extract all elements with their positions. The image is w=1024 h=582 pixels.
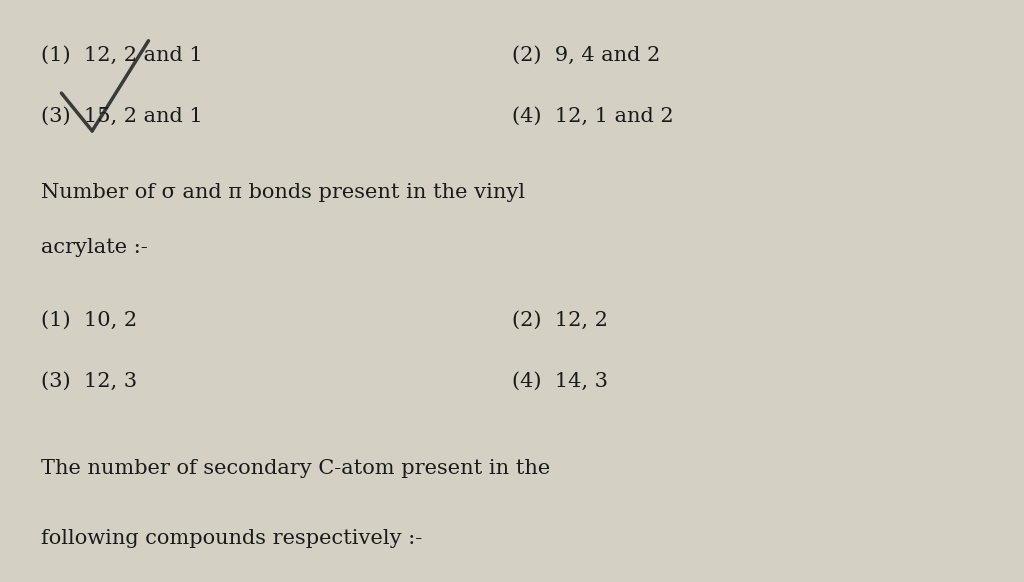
Text: (4)  14, 3: (4) 14, 3 [512,372,608,391]
Text: (2)  12, 2: (2) 12, 2 [512,311,608,330]
Text: The number of secondary C-atom present in the: The number of secondary C-atom present i… [41,459,550,478]
Text: (1)  10, 2: (1) 10, 2 [41,311,137,330]
Text: (2)  9, 4 and 2: (2) 9, 4 and 2 [512,46,660,65]
Text: Number of σ and π bonds present in the vinyl: Number of σ and π bonds present in the v… [41,183,525,202]
Text: (4)  12, 1 and 2: (4) 12, 1 and 2 [512,107,674,126]
Text: (1)  12, 2 and 1: (1) 12, 2 and 1 [41,46,203,65]
Text: (3)  15, 2 and 1: (3) 15, 2 and 1 [41,107,203,126]
Text: following compounds respectively :-: following compounds respectively :- [41,529,422,548]
Text: acrylate :-: acrylate :- [41,238,147,257]
Text: (3)  12, 3: (3) 12, 3 [41,372,137,391]
